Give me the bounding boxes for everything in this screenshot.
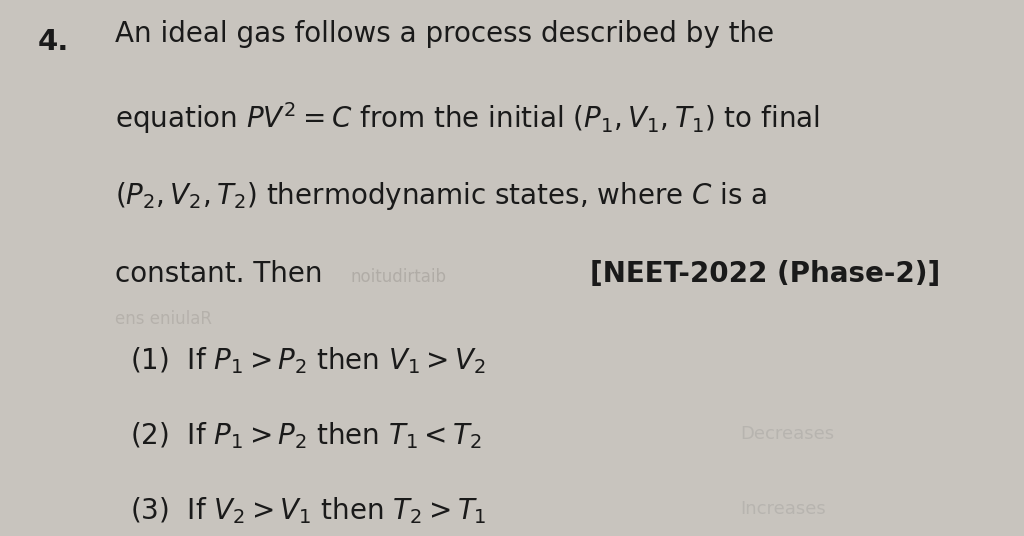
Text: An ideal gas follows a process described by the: An ideal gas follows a process described… <box>115 20 774 48</box>
Text: [NEET-2022 (Phase-2)]: [NEET-2022 (Phase-2)] <box>590 260 940 288</box>
Text: Decreases: Decreases <box>740 425 835 443</box>
Text: Increases: Increases <box>740 500 825 518</box>
Text: noitudirtaib: noitudirtaib <box>350 268 446 286</box>
Text: 4.: 4. <box>38 28 70 56</box>
Text: equation $PV^2 = C$ from the initial $(P_1, V_1, T_1)$ to final: equation $PV^2 = C$ from the initial $(P… <box>115 100 820 136</box>
Text: $(P_2, V_2, T_2)$ thermodynamic states, where $C$ is a: $(P_2, V_2, T_2)$ thermodynamic states, … <box>115 180 767 212</box>
Text: (1)  If $P_1 > P_2$ then $V_1 > V_2$: (1) If $P_1 > P_2$ then $V_1 > V_2$ <box>130 345 486 376</box>
Text: (2)  If $P_1 > P_2$ then $T_1 < T_2$: (2) If $P_1 > P_2$ then $T_1 < T_2$ <box>130 420 482 451</box>
Text: constant. Then: constant. Then <box>115 260 323 288</box>
Text: (3)  If $V_2 > V_1$ then $T_2 > T_1$: (3) If $V_2 > V_1$ then $T_2 > T_1$ <box>130 495 486 526</box>
Text: ens eniulaR: ens eniulaR <box>115 310 212 328</box>
